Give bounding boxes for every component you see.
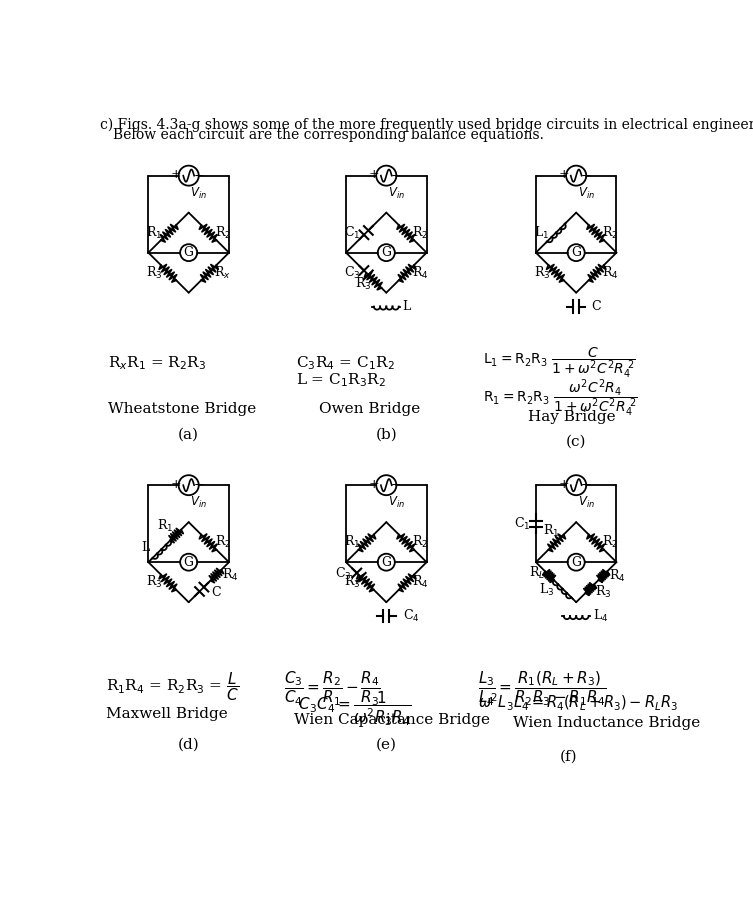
Text: C$_3$: C$_3$ [344,264,361,280]
Text: G: G [381,246,392,259]
Text: G: G [572,556,581,569]
Text: (d): (d) [178,738,200,752]
Text: −: − [581,479,592,493]
Text: C$_3$R$_4$ = C$_1$R$_2$: C$_3$R$_4$ = C$_1$R$_2$ [296,354,395,372]
Text: +: + [559,478,569,491]
Text: R$_2$: R$_2$ [215,534,231,550]
Text: (b): (b) [376,427,397,441]
Text: C$_3$: C$_3$ [335,565,352,582]
Text: $V_{in}$: $V_{in}$ [578,186,595,200]
Text: R$_x$: R$_x$ [215,264,231,280]
Text: c) Figs. 4.3a-g shows some of the more frequently used bridge circuits in electr: c) Figs. 4.3a-g shows some of the more f… [100,117,753,131]
Text: $V_{in}$: $V_{in}$ [388,186,405,200]
Text: R$_2$: R$_2$ [413,534,428,550]
Text: $\omega^2 L_3 L_4 = R_4(R_L + R_3) - R_L R_3$: $\omega^2 L_3 L_4 = R_4(R_L + R_3) - R_L… [477,691,678,713]
Text: C$_1$: C$_1$ [344,225,361,241]
Text: R$_3$: R$_3$ [534,264,550,280]
Text: R$_2$: R$_2$ [602,225,618,241]
Text: R$_1$: R$_1$ [543,523,559,539]
Text: +: + [368,168,380,182]
Text: Wien Capacitance Bridge: Wien Capacitance Bridge [294,713,490,727]
Text: G: G [184,556,194,569]
Text: G: G [572,246,581,259]
Text: −: − [391,479,401,493]
Text: −: − [581,170,592,182]
Text: L = C$_1$R$_3$R$_2$: L = C$_1$R$_3$R$_2$ [296,371,386,389]
Text: −: − [194,479,204,493]
Text: C$_1$: C$_1$ [514,516,530,531]
Text: R$_3$: R$_3$ [596,583,612,600]
Text: C: C [592,300,602,313]
Text: C$_4$: C$_4$ [404,608,420,624]
Text: $V_{in}$: $V_{in}$ [191,186,207,200]
Text: (f): (f) [559,749,578,763]
Text: R$_3$: R$_3$ [146,264,163,280]
Text: −: − [391,170,401,182]
Text: R$_3$: R$_3$ [355,276,371,292]
Text: R$_1$R$_4$ = R$_2$R$_3$ = $\dfrac{L}{C}$: R$_1$R$_4$ = R$_2$R$_3$ = $\dfrac{L}{C}$ [105,670,239,703]
Text: (a): (a) [178,427,200,441]
Text: −: − [194,170,204,182]
Text: R$_1$: R$_1$ [344,534,361,550]
Text: R$_4$: R$_4$ [221,567,238,583]
Text: L: L [142,541,150,554]
Text: +: + [559,168,569,182]
Text: Maxwell Bridge: Maxwell Bridge [105,707,227,721]
Text: R$_2$: R$_2$ [602,534,618,550]
Text: Below each circuit are the corresponding balance equations.: Below each circuit are the corresponding… [113,128,544,142]
Text: +: + [171,168,181,182]
Text: L$_4$: L$_4$ [593,608,608,624]
Text: L$_1$: L$_1$ [535,225,550,241]
Text: R$_4$: R$_4$ [608,567,625,583]
Text: +: + [171,478,181,491]
Text: G: G [184,246,194,259]
Text: L: L [402,300,410,313]
Text: R$_3$: R$_3$ [146,574,163,591]
Text: R$_x$R$_1$ = R$_2$R$_3$: R$_x$R$_1$ = R$_2$R$_3$ [108,354,206,372]
Text: $\dfrac{C_3}{C_4} = \dfrac{R_2}{R_1} - \dfrac{R_4}{R_3}$: $\dfrac{C_3}{C_4} = \dfrac{R_2}{R_1} - \… [284,670,381,708]
Text: C: C [211,586,221,599]
Text: R$_4$: R$_4$ [412,574,428,591]
Text: $\quad C_3 C_4 = \dfrac{1}{\omega^2 R_3 R_4}$: $\quad C_3 C_4 = \dfrac{1}{\omega^2 R_3 … [284,690,412,728]
Text: $V_{in}$: $V_{in}$ [388,495,405,511]
Text: $\mathrm{R_1 = R_2 R_3}\ \dfrac{\omega^2 C^2 R_4}{1+\omega^2 C^2 R_4^{\ 2}}$: $\mathrm{R_1 = R_2 R_3}\ \dfrac{\omega^2… [483,378,638,419]
Text: R$_2$: R$_2$ [215,225,231,241]
Text: R$_4$: R$_4$ [412,264,428,280]
Text: $V_{in}$: $V_{in}$ [191,495,207,511]
Text: +: + [368,478,380,491]
Text: Wheatstone Bridge: Wheatstone Bridge [108,402,256,416]
Text: R$_1$: R$_1$ [146,225,163,241]
Text: Hay Bridge: Hay Bridge [528,410,616,423]
Text: (c): (c) [566,435,587,450]
Text: R$_3$: R$_3$ [344,574,361,591]
Text: (e): (e) [376,738,397,752]
Text: $\dfrac{L_3}{L_4} = \dfrac{R_1(R_L + R_3)}{R_2 R_3 - R_1 R_4}$: $\dfrac{L_3}{L_4} = \dfrac{R_1(R_L + R_3… [477,670,606,708]
Text: Wien Inductance Bridge: Wien Inductance Bridge [513,717,700,730]
Text: Owen Bridge: Owen Bridge [319,402,420,416]
Text: G: G [381,556,392,569]
Text: R$_1$: R$_1$ [157,518,173,534]
Text: R$_L$: R$_L$ [529,565,545,581]
Text: R$_4$: R$_4$ [602,264,618,280]
Text: $\mathrm{L_1 = R_2 R_3}\ \dfrac{C}{1+\omega^2 C^2 R_4^{\ 2}}$: $\mathrm{L_1 = R_2 R_3}\ \dfrac{C}{1+\om… [483,345,636,380]
Text: R$_2$: R$_2$ [413,225,428,241]
Text: $V_{in}$: $V_{in}$ [578,495,595,511]
Text: L$_3$: L$_3$ [539,583,555,599]
